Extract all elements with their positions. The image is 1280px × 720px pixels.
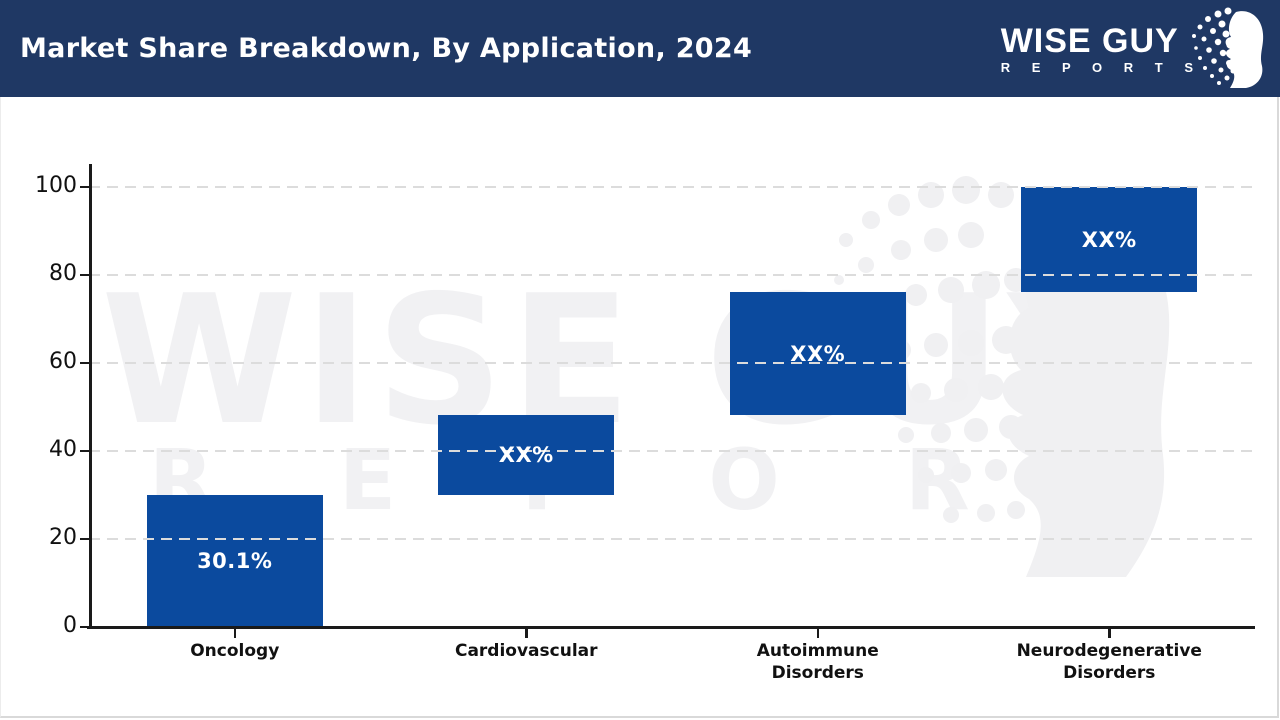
y-tick (80, 538, 89, 540)
bar-oncology (146, 494, 323, 627)
gridline (89, 538, 1255, 540)
x-category-label-line: Oncology (190, 641, 280, 661)
page-title: Market Share Breakdown, By Application, … (20, 33, 753, 64)
y-tick-label: 60 (49, 349, 77, 374)
y-tick (80, 450, 89, 452)
y-tick-label: 0 (63, 613, 77, 638)
brand-logo: WISE GUY R E P O R T S (1001, 6, 1268, 92)
x-tick (233, 629, 236, 638)
x-category-label: Oncology (105, 640, 365, 662)
y-tick-label: 100 (35, 173, 77, 198)
y-tick-label: 80 (49, 261, 77, 286)
x-category-label-line: Neurodegenerative (1016, 641, 1202, 661)
bar-autoimmune-disorders (729, 292, 906, 415)
logo-face-icon (1192, 7, 1264, 88)
x-category-label-line: Disorders (771, 663, 864, 683)
x-axis-line (87, 625, 1255, 629)
y-tick-label: 20 (49, 525, 77, 550)
x-category-label: Neurodegenerative Disorders (979, 640, 1239, 684)
bar-cardiovascular (438, 414, 615, 495)
bar-value-label: XX% (1081, 227, 1137, 252)
x-tick (1108, 629, 1111, 638)
bar-value-label: XX% (790, 341, 846, 366)
y-tick (80, 186, 89, 188)
x-category-label-line: Autoimmune (756, 641, 879, 661)
gridline (89, 362, 1255, 364)
y-tick (80, 274, 89, 276)
chart-card: WISE GUY R E P O R T S 0 20 40 60 80 100 30.1%… (0, 97, 1279, 718)
y-tick (80, 362, 89, 364)
x-category-label: Cardiovascular (396, 640, 656, 662)
y-axis-spine (89, 164, 92, 629)
header-bar: Market Share Breakdown, By Application, … (0, 0, 1280, 97)
bar-value-label: 30.1% (197, 548, 273, 573)
bar-value-label: XX% (498, 442, 554, 467)
logo-subtitle: R E P O R T S (1000, 59, 1202, 75)
y-tick-label: 40 (49, 437, 77, 462)
logo-wordmark: WISE GUY (1000, 21, 1179, 60)
gridline (89, 186, 1255, 188)
gridline (89, 274, 1255, 276)
x-category-label-line: Disorders (1063, 663, 1156, 683)
x-category-label: Autoimmune Disorders (688, 640, 948, 684)
x-tick (816, 629, 819, 638)
x-category-label-line: Cardiovascular (454, 641, 598, 661)
gridline (89, 450, 1255, 452)
y-tick (80, 626, 89, 628)
x-tick (525, 629, 528, 638)
